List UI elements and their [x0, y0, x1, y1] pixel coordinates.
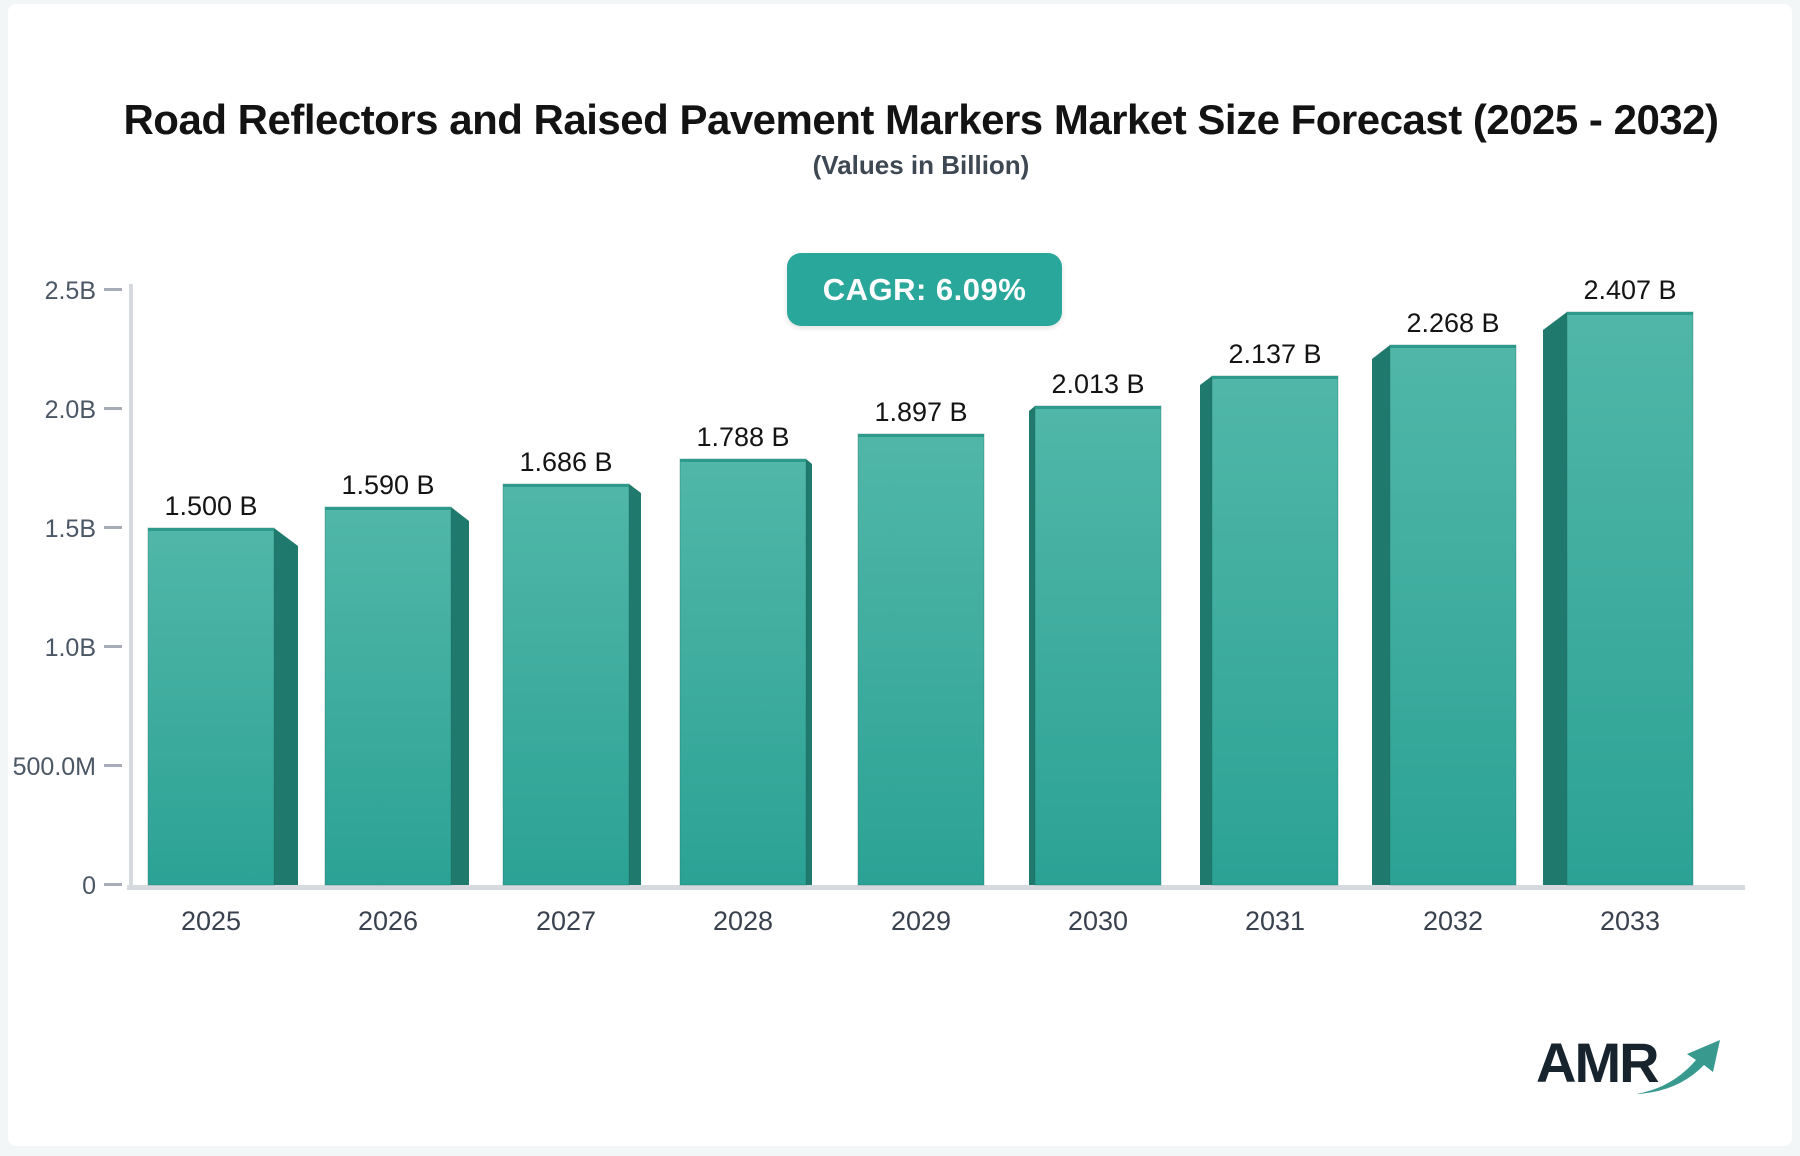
y-tick-mark — [104, 883, 122, 886]
bar-side-face — [274, 528, 298, 885]
bar-front-face — [1566, 311, 1694, 886]
bar-front-face — [324, 506, 452, 886]
bar-value-label: 2.407 B — [1583, 275, 1676, 305]
bar-2029: 1.897 B 2029 — [857, 397, 985, 936]
x-category-label: 2026 — [358, 906, 418, 936]
x-category-label: 2027 — [536, 906, 596, 936]
y-tick-mark — [104, 645, 122, 648]
chart-subtitle: (Values in Billion) — [812, 150, 1030, 180]
bar-side-face — [451, 507, 469, 885]
bar-2032: 2.268 B 2032 — [1372, 308, 1517, 936]
x-category-label: 2033 — [1600, 906, 1660, 936]
y-tick-label: 2.5B — [45, 277, 96, 305]
cagr-badge-label: CAGR: 6.09% — [822, 271, 1027, 307]
bar-value-label: 2.268 B — [1406, 308, 1499, 338]
bar-2027: 1.686 B 2027 — [502, 447, 641, 936]
bar-top-edge — [325, 507, 451, 510]
y-tick-mark — [104, 764, 122, 767]
y-tick-mark — [104, 526, 122, 529]
x-category-label: 2032 — [1423, 906, 1483, 936]
bar-value-label: 1.590 B — [341, 470, 434, 500]
bar-2025: 1.500 B 2025 — [147, 491, 298, 936]
bar-side-face — [806, 459, 812, 885]
bar-top-edge — [680, 459, 806, 462]
bar-value-label: 1.500 B — [164, 491, 257, 521]
bar-2026: 1.590 B 2026 — [324, 470, 469, 936]
bar-2028: 1.788 B 2028 — [679, 422, 812, 936]
bar-value-label: 1.686 B — [519, 447, 612, 477]
arrow-swoosh — [1636, 1040, 1720, 1094]
bar-top-edge — [1390, 345, 1516, 348]
bar-value-label: 2.137 B — [1228, 339, 1321, 369]
bar-2031: 2.137 B 2031 — [1200, 339, 1339, 936]
bar-side-face — [1029, 406, 1035, 885]
amr-logo-text: AMR — [1536, 1031, 1660, 1094]
x-category-label: 2030 — [1068, 906, 1128, 936]
y-tick-label: 1.0B — [45, 634, 96, 662]
bar-side-face — [1200, 376, 1212, 885]
x-category-label: 2025 — [181, 906, 241, 936]
y-tick-label: 1.5B — [45, 515, 96, 543]
bar-front-face — [147, 527, 275, 886]
bar-2030: 2.013 B 2030 — [1029, 369, 1162, 936]
amr-logo-arrow-icon — [1636, 1040, 1720, 1094]
bar-front-face — [857, 433, 985, 886]
bar-top-edge — [858, 434, 984, 437]
x-category-label: 2028 — [713, 906, 773, 936]
bar-top-edge — [148, 528, 274, 531]
bar-front-face — [1034, 405, 1162, 886]
bar-top-edge — [1212, 376, 1338, 379]
cagr-badge: CAGR: 6.09% — [787, 253, 1062, 326]
bar-top-edge — [1035, 406, 1161, 409]
y-tick-label: 2.0B — [45, 396, 96, 424]
x-category-label: 2029 — [891, 906, 951, 936]
y-tick-mark — [104, 407, 122, 410]
bar-front-face — [1211, 375, 1339, 886]
y-tick-label: 500.0M — [13, 753, 96, 781]
bar-value-label: 2.013 B — [1051, 369, 1144, 399]
x-axis-line — [127, 885, 1745, 890]
bar-value-label: 1.897 B — [874, 397, 967, 427]
x-category-label: 2031 — [1245, 906, 1305, 936]
bar-value-label: 1.788 B — [696, 422, 789, 452]
bar-side-face — [1543, 312, 1567, 885]
bar-2033: 2.407 B 2033 — [1543, 275, 1694, 936]
y-axis-line — [129, 284, 133, 888]
amr-logo: AMR — [1536, 1030, 1736, 1110]
bar-front-face — [1389, 344, 1517, 886]
bar-top-edge — [1567, 312, 1693, 315]
chart-title: Road Reflectors and Raised Pavement Mark… — [123, 96, 1719, 143]
y-tick-label: 0 — [82, 872, 96, 900]
y-tick-mark — [104, 288, 122, 291]
bar-front-face — [679, 458, 807, 886]
bar-top-edge — [503, 484, 629, 487]
bar-side-face — [629, 484, 641, 885]
bar-side-face — [1372, 345, 1390, 885]
bar-front-face — [502, 483, 630, 886]
